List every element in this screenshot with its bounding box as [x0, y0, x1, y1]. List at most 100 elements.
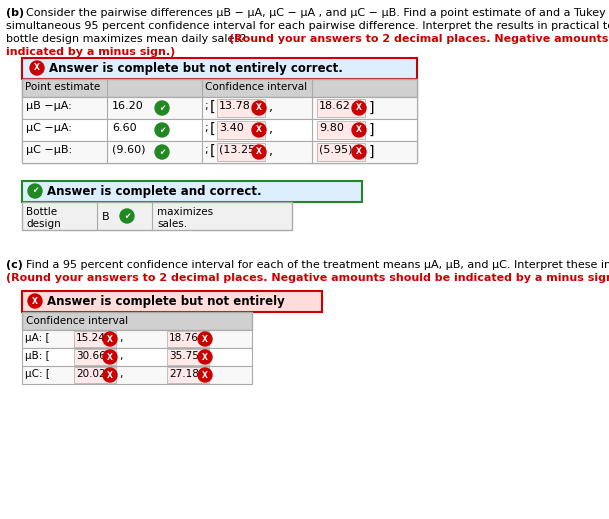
Text: X: X	[107, 371, 113, 379]
Text: ]: ]	[369, 145, 375, 159]
Text: μC −μB:: μC −μB:	[26, 145, 72, 155]
Text: ;: ;	[204, 101, 208, 111]
Bar	[217, 143, 265, 161]
Text: 20.02: 20.02	[76, 369, 105, 379]
Circle shape	[30, 61, 44, 75]
Text: 27.18: 27.18	[169, 369, 199, 379]
Text: [: [	[210, 144, 216, 158]
Text: ✔: ✔	[159, 103, 165, 113]
Circle shape	[352, 101, 366, 115]
Text: X: X	[356, 147, 362, 157]
Text: ,: ,	[269, 145, 273, 158]
Text: Point estimate: Point estimate	[25, 82, 100, 92]
Text: ;: ;	[204, 123, 208, 133]
Circle shape	[198, 332, 212, 346]
Text: ✔: ✔	[124, 212, 130, 221]
Text: [: [	[210, 100, 216, 114]
Circle shape	[252, 123, 266, 137]
Text: ,: ,	[269, 101, 273, 114]
Circle shape	[252, 145, 266, 159]
Text: ✔: ✔	[32, 186, 38, 196]
Text: ]: ]	[369, 101, 375, 115]
Text: μB −μA:: μB −μA:	[26, 101, 72, 111]
Bar	[317, 143, 365, 161]
Circle shape	[28, 184, 42, 198]
Text: ✔: ✔	[159, 147, 165, 157]
Bar	[167, 367, 209, 383]
Text: 15.24: 15.24	[76, 333, 106, 343]
Text: Consider the pairwise differences μB − μA, μC − μA , and μC − μB. Find a point e: Consider the pairwise differences μB − μ…	[26, 8, 606, 18]
Text: Confidence interval: Confidence interval	[205, 82, 307, 92]
Text: X: X	[202, 371, 208, 379]
Bar	[317, 99, 365, 117]
Bar	[22, 181, 362, 202]
Circle shape	[252, 101, 266, 115]
Text: B: B	[102, 212, 110, 222]
Circle shape	[120, 209, 134, 223]
Text: ,: ,	[119, 351, 122, 361]
Text: 30.66: 30.66	[76, 351, 106, 361]
Text: X: X	[202, 352, 208, 362]
Bar	[167, 349, 209, 365]
Bar	[74, 367, 116, 383]
Bar	[22, 97, 417, 119]
Bar	[217, 121, 265, 139]
Text: Confidence interval: Confidence interval	[26, 316, 128, 326]
Circle shape	[198, 368, 212, 382]
Text: X: X	[34, 63, 40, 73]
Text: (Round your answers to 2 decimal places. Negative amounts should be indicated by: (Round your answers to 2 decimal places.…	[6, 273, 609, 283]
Circle shape	[103, 350, 117, 364]
Text: simultaneous 95 percent confidence interval for each pairwise difference. Interp: simultaneous 95 percent confidence inter…	[6, 21, 609, 31]
Text: Bottle
design: Bottle design	[26, 207, 61, 229]
Text: Answer is complete but not entirely: Answer is complete but not entirely	[47, 295, 285, 308]
Text: ,: ,	[119, 333, 122, 343]
Bar	[74, 331, 116, 347]
Text: 18.76: 18.76	[169, 333, 199, 343]
Text: 6.60: 6.60	[112, 123, 136, 133]
Text: 13.78: 13.78	[219, 101, 251, 111]
Bar	[22, 79, 417, 163]
Text: X: X	[32, 296, 38, 306]
Text: X: X	[356, 126, 362, 134]
Text: (5.95): (5.95)	[319, 145, 353, 155]
Bar	[22, 312, 252, 330]
Bar	[22, 330, 252, 348]
Text: X: X	[356, 103, 362, 113]
Text: (13.25): (13.25)	[219, 145, 259, 155]
Text: (Round your answers to 2 decimal places. Negative amounts should be: (Round your answers to 2 decimal places.…	[229, 34, 609, 44]
Circle shape	[352, 145, 366, 159]
Text: (c): (c)	[6, 260, 23, 270]
Text: [: [	[210, 122, 216, 136]
Text: X: X	[256, 126, 262, 134]
Circle shape	[352, 123, 366, 137]
Text: 3.40: 3.40	[219, 123, 244, 133]
Bar	[22, 202, 292, 230]
Bar	[22, 348, 252, 366]
Circle shape	[198, 350, 212, 364]
Text: ]: ]	[369, 123, 375, 137]
Circle shape	[155, 123, 169, 137]
Circle shape	[103, 332, 117, 346]
Text: ✔: ✔	[159, 126, 165, 134]
Text: ,: ,	[119, 369, 122, 379]
Bar	[22, 58, 417, 79]
Bar	[217, 99, 265, 117]
Bar	[317, 121, 365, 139]
Text: ,: ,	[269, 123, 273, 136]
Text: Answer is complete and correct.: Answer is complete and correct.	[47, 185, 262, 198]
Bar	[22, 79, 417, 97]
Bar	[74, 349, 116, 365]
Text: Find a 95 percent confidence interval for each of the treatment means μA, μB, an: Find a 95 percent confidence interval fo…	[26, 260, 609, 270]
Text: X: X	[107, 352, 113, 362]
Text: μA: [: μA: [	[25, 333, 49, 343]
Bar	[22, 291, 322, 312]
Bar	[22, 119, 417, 141]
Text: 16.20: 16.20	[112, 101, 144, 111]
Text: 35.75: 35.75	[169, 351, 199, 361]
Text: μC: [: μC: [	[25, 369, 50, 379]
Text: (b): (b)	[6, 8, 24, 18]
Text: maximizes
sales.: maximizes sales.	[157, 207, 213, 229]
Text: bottle design maximizes mean daily sales?: bottle design maximizes mean daily sales…	[6, 34, 250, 44]
Circle shape	[103, 368, 117, 382]
Circle shape	[155, 145, 169, 159]
